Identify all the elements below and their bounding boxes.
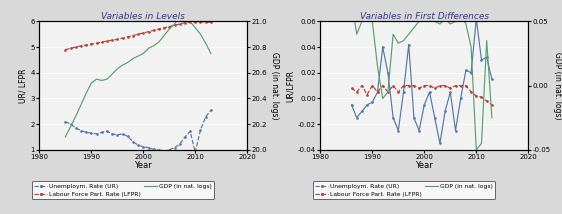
X-axis label: Year: Year [415,161,433,170]
Legend: Unemploym. Rate (UR), Labour Force Part. Rate (LFPR), GDP (in nat. logs): Unemploym. Rate (UR), Labour Force Part.… [32,181,214,199]
Y-axis label: UR/LFPR: UR/LFPR [286,70,295,102]
Y-axis label: GDP (in nat. logs): GDP (in nat. logs) [554,52,562,119]
Y-axis label: UR/ LFPR: UR/ LFPR [19,68,28,103]
Title: Variables in First Differences: Variables in First Differences [360,12,489,21]
X-axis label: Year: Year [134,161,152,170]
Y-axis label: GDP (in nat. logs): GDP (in nat. logs) [270,52,279,119]
Legend: Unemploym. Rate (UR), Labour Force Part. Rate (LFPR), GDP (in nat. logs): Unemploym. Rate (UR), Labour Force Part.… [313,181,495,199]
Title: Variables in Levels: Variables in Levels [101,12,185,21]
